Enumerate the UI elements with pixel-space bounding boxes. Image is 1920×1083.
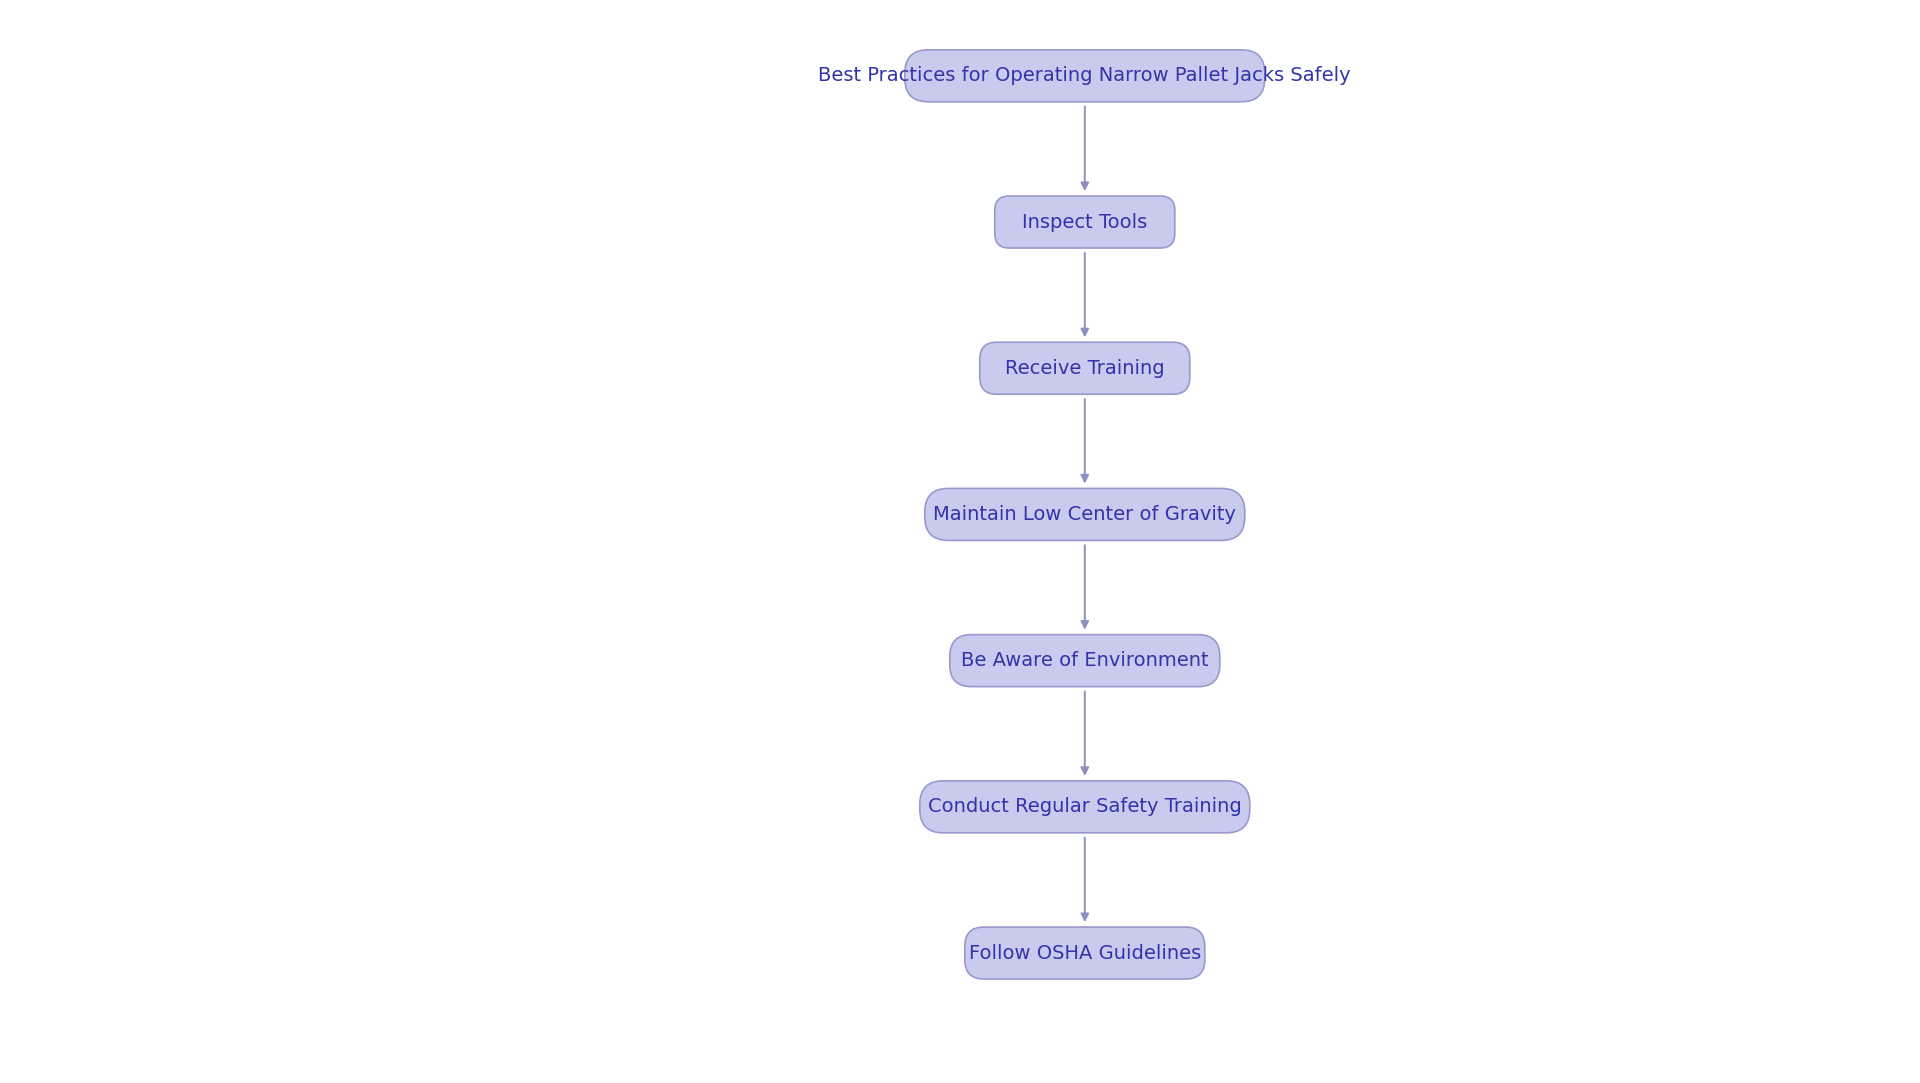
FancyBboxPatch shape	[925, 488, 1244, 540]
FancyBboxPatch shape	[979, 342, 1190, 394]
Text: Be Aware of Environment: Be Aware of Environment	[962, 651, 1208, 670]
Text: Best Practices for Operating Narrow Pallet Jacks Safely: Best Practices for Operating Narrow Pall…	[818, 66, 1352, 86]
FancyBboxPatch shape	[995, 196, 1175, 248]
Text: Maintain Low Center of Gravity: Maintain Low Center of Gravity	[933, 505, 1236, 524]
Text: Conduct Regular Safety Training: Conduct Regular Safety Training	[927, 797, 1242, 817]
Text: Follow OSHA Guidelines: Follow OSHA Guidelines	[970, 943, 1200, 963]
FancyBboxPatch shape	[920, 781, 1250, 833]
Text: Inspect Tools: Inspect Tools	[1021, 212, 1148, 232]
Text: Receive Training: Receive Training	[1004, 358, 1165, 378]
FancyBboxPatch shape	[950, 635, 1219, 687]
FancyBboxPatch shape	[904, 50, 1265, 102]
FancyBboxPatch shape	[964, 927, 1206, 979]
